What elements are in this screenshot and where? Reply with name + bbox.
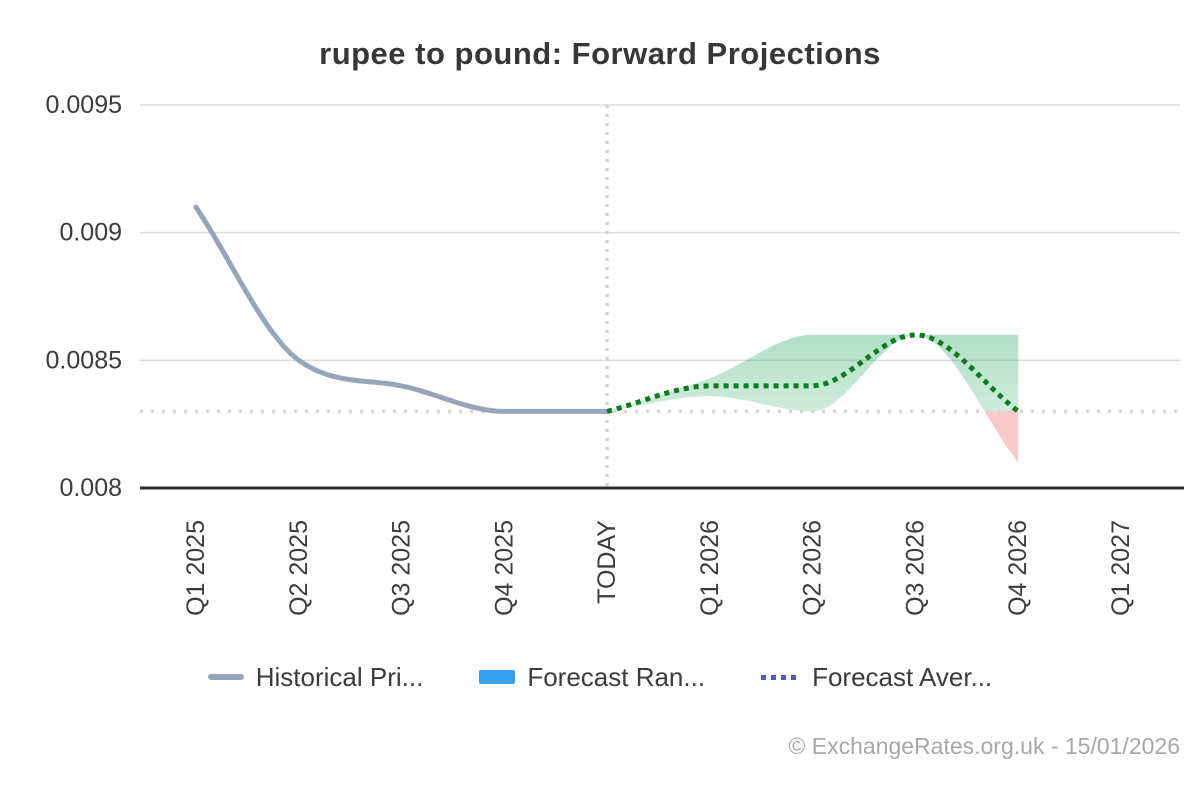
forecast-range-swatch: [479, 670, 516, 684]
legend-label-forecast-range: Forecast Ran...: [527, 661, 706, 692]
legend-item-historical-price[interactable]: Historical Pri...: [207, 661, 424, 693]
x-tick-label: Q3 2026: [901, 520, 929, 616]
forecast-average-dotted-swatch: [761, 674, 801, 680]
chart-legend: Historical Pri... Forecast Ran... Foreca…: [0, 655, 1200, 699]
x-tick-label: Q1 2026: [696, 520, 724, 616]
y-tick-label: 0.0085: [46, 346, 122, 374]
chart-title: rupee to pound: Forward Projections: [319, 36, 881, 71]
x-tick-label: Q4 2026: [1004, 520, 1032, 616]
copyright-notice: © ExchangeRates.org.uk - 15/01/2026: [788, 733, 1180, 759]
legend-label-historical-price: Historical Pri...: [255, 661, 424, 692]
y-tick-label: 0.008: [59, 474, 122, 502]
forecast-chart-canvas: 0.0095 0.009 0.0085 0.008 Q1 2025 Q2 2025 Q3 2…: [46, 91, 1184, 616]
forecast-average-line: [606, 332, 1020, 414]
legend-item-forecast-range[interactable]: Forecast Ran...: [479, 662, 705, 693]
x-tick-label: TODAY: [593, 520, 621, 604]
x-tick-label: Q1 2025: [182, 520, 210, 616]
y-tick-label: 0.0095: [46, 91, 122, 119]
x-tick-label: Q2 2026: [799, 520, 827, 616]
y-tick-label: 0.009: [59, 219, 122, 247]
historical-price-line: [193, 204, 610, 414]
historical-price-line-swatch: [207, 674, 244, 680]
x-tick-label: Q1 2027: [1107, 520, 1135, 616]
x-tick-label: Q2 2025: [285, 520, 313, 616]
legend-item-forecast-average[interactable]: Forecast Aver...: [761, 662, 992, 693]
legend-label-forecast-average: Forecast Aver...: [812, 661, 993, 692]
x-tick-label: Q3 2025: [388, 520, 416, 616]
forecast-range-band-above: [607, 334, 1019, 412]
x-tick-label: Q4 2025: [490, 520, 518, 616]
